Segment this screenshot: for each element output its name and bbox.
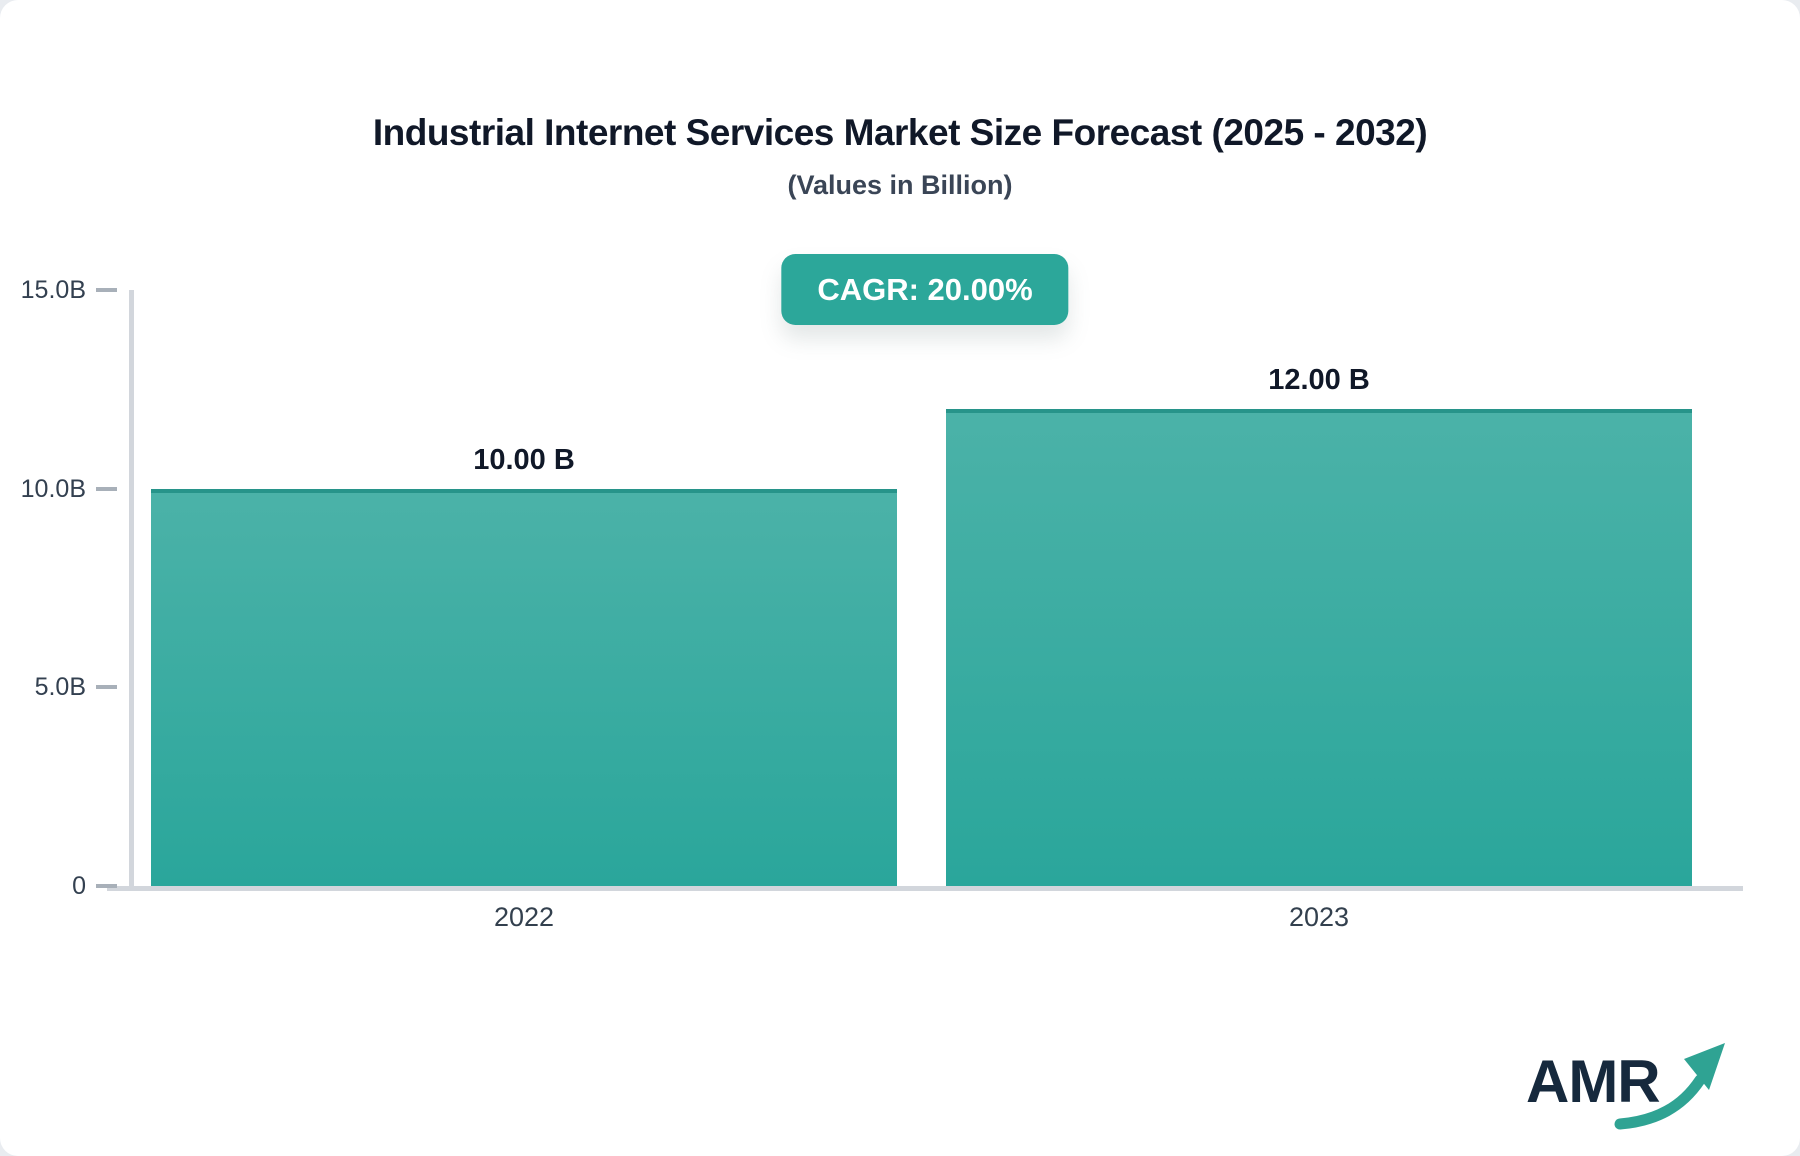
amr-logo-text: AMR [1526,1048,1660,1115]
y-tick-dash [96,685,117,690]
x-axis-label: 2022 [493,902,555,932]
y-tick-label: 0 [72,872,86,900]
x-axis-line [107,886,1743,891]
bar-value-label: 10.00 B [473,443,575,476]
brand-logo: AMR [1524,1030,1744,1130]
y-tick-label: 15.0B [20,276,86,304]
plot-area: 10.00 B 2022 12.00 B 2023 [0,290,1800,932]
y-tick-label: 10.0B [20,474,86,503]
y-axis-line [129,290,134,891]
bar-group-2022: 10.00 B 2022 [151,290,897,932]
chart-subtitle: (Values in Billion) [787,170,1013,200]
amr-logo-arrow-icon [1614,1074,1706,1130]
y-tick-dash [96,884,117,888]
amr-logo: AMR [1526,1043,1725,1130]
y-tick-dash [96,288,117,292]
cagr-badge-label: CAGR: 20.00% [817,271,1033,307]
bar-group-2023: 12.00 B 2023 [946,290,1692,932]
y-tick-dash [96,486,117,491]
x-axis-label: 2023 [1288,902,1350,932]
bar-2022[interactable] [151,488,897,886]
bar-value-label: 12.00 B [1268,364,1370,397]
y-tick-label: 5.0B [34,673,86,702]
chart-title: Industrial Internet Services Market Size… [372,112,1428,153]
cagr-badge: CAGR: 20.00% [781,254,1069,325]
bar-2023[interactable] [946,409,1692,886]
